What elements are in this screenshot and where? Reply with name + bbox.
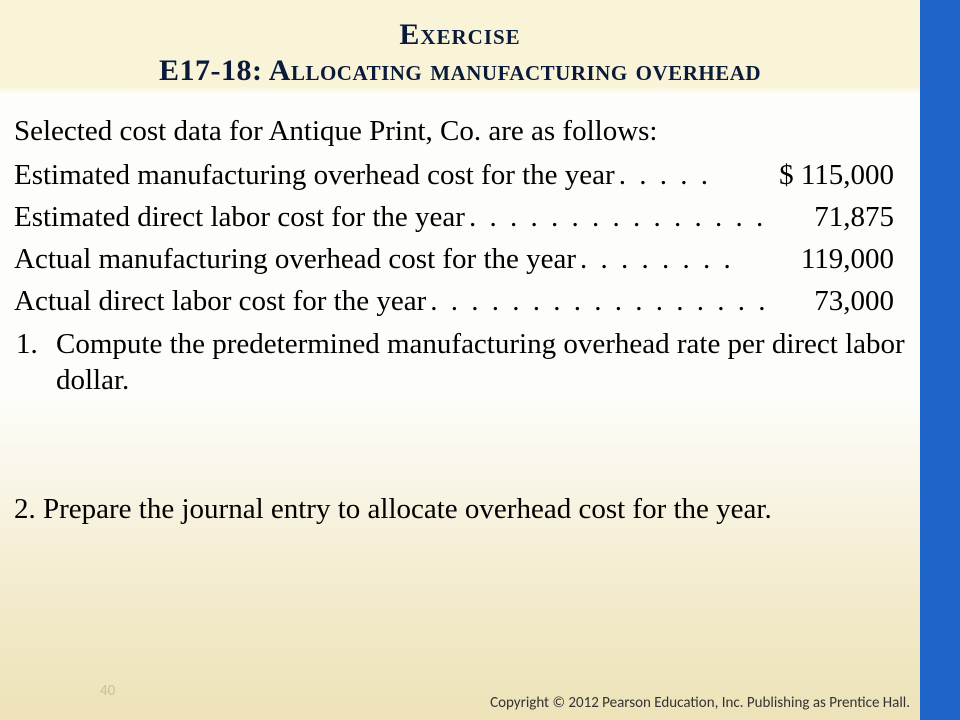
cost-row: Estimated direct labor cost for the year… (14, 196, 906, 238)
heading-exercise: Exercise (14, 18, 906, 52)
question-2: 2. Prepare the journal entry to allocate… (14, 491, 906, 527)
cost-row: Actual manufacturing overhead cost for t… (14, 238, 906, 280)
dots: . . . . . . . . . . . . . . . . . (426, 280, 776, 322)
dots: . . . . . . . . . . . . . . . (465, 196, 776, 238)
q1-text: Compute the predetermined manufacturing … (56, 326, 906, 399)
cost-label: Actual direct labor cost for the year (14, 280, 426, 322)
cost-row: Actual direct labor cost for the year . … (14, 280, 906, 322)
question-1: 1. Compute the predetermined manufacturi… (14, 326, 906, 399)
cost-value: 119,000 (776, 238, 906, 280)
right-sidebar (920, 0, 960, 720)
cost-label: Estimated manufacturing overhead cost fo… (14, 154, 615, 196)
question-list: 1. Compute the predetermined manufacturi… (14, 326, 906, 527)
q1-number: 1. (14, 326, 56, 399)
heading-title: E17-18: Allocating manufacturing overhea… (14, 54, 906, 88)
cost-label: Estimated direct labor cost for the year (14, 196, 465, 238)
page-number: 40 (100, 682, 115, 700)
intro-text: Selected cost data for Antique Print, Co… (14, 110, 906, 152)
cost-value: $ 115,000 (776, 154, 906, 196)
cost-row: Estimated manufacturing overhead cost fo… (14, 154, 906, 196)
slide: Exercise E17-18: Allocating manufacturin… (0, 0, 920, 720)
cost-value: 73,000 (776, 280, 906, 322)
copyright: Copyright © 2012 Pearson Education, Inc.… (490, 694, 910, 712)
cost-label: Actual manufacturing overhead cost for t… (14, 238, 576, 280)
cost-table: Estimated manufacturing overhead cost fo… (14, 154, 906, 322)
dots: . . . . . (615, 154, 776, 196)
dots: . . . . . . . . (576, 238, 776, 280)
cost-value: 71,875 (776, 196, 906, 238)
